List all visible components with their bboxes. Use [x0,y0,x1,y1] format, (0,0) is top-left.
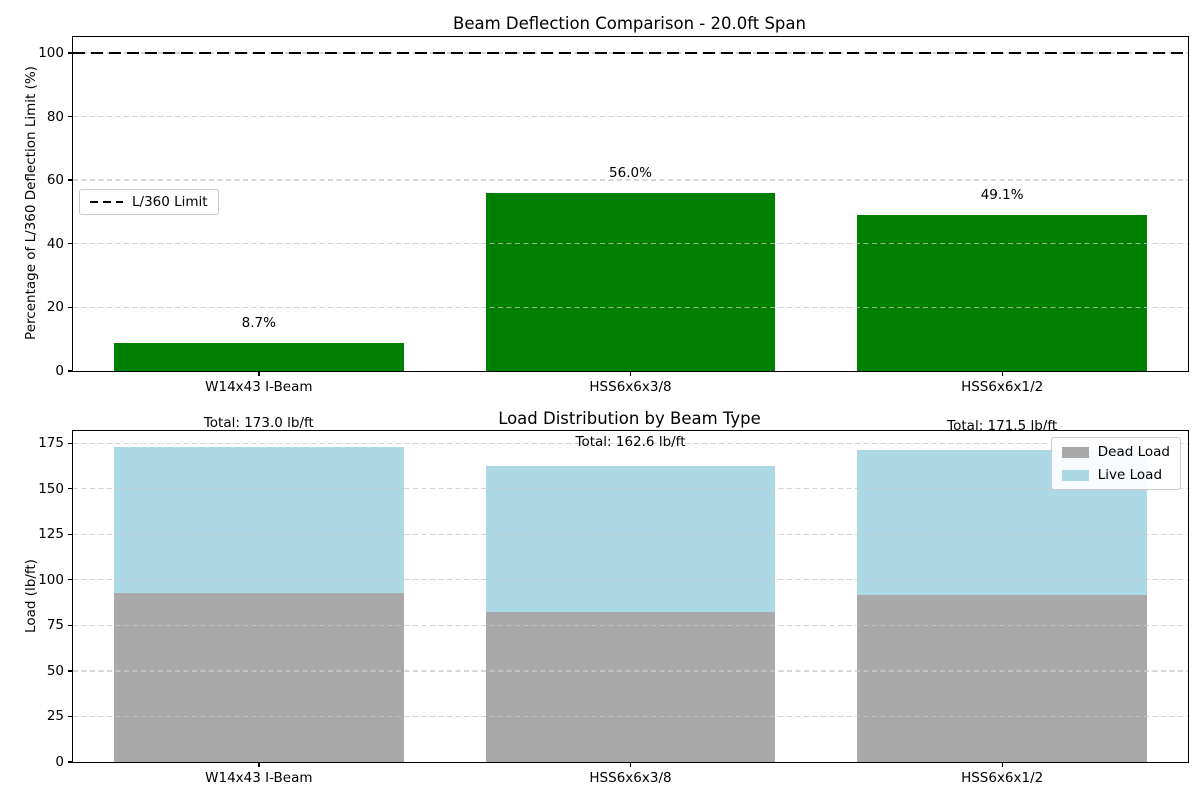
total-label: Total: 173.0 lb/ft [203,414,314,431]
bar [113,343,404,371]
y-tick [68,370,73,372]
gridline [73,306,1188,308]
x-tick [629,762,632,767]
deflection-y-axis-label: Percentage of L/360 Deflection Limit (%) [23,66,39,340]
y-tick-label: 50 [46,662,64,679]
y-tick [68,488,73,490]
x-tick [629,371,632,376]
x-tick [1001,371,1003,376]
y-tick-label: 0 [55,363,64,379]
total-label: Total: 171.5 lb/ft [947,417,1058,434]
legend-label: L/360 Limit [132,194,208,210]
bar-dead-load [113,592,404,762]
gridline [73,442,1188,444]
load-plot-area: Dead Load Live Load 0 25 50 75 100 125 150 175 W… [38,415,1189,786]
gridline [73,579,1188,581]
load-y-axis-label: Load (lb/ft) [23,559,39,633]
gridline [73,179,1188,181]
y-tick [68,52,73,54]
deflection-legend: L/360 Limit [79,189,219,215]
deflection-plot-area: L/360 Limit 0 20 40 60 80 100 W14x43 I-Beam 8.7… [38,36,1189,395]
y-tick [68,761,73,763]
x-tick-label: HSS6x6x3/8 [589,379,672,395]
deflection-chart-title: Beam Deflection Comparison - 20.0ft Span [453,14,806,33]
y-tick-label: 100 [38,44,64,61]
total-label: Total: 162.6 lb/ft [575,433,686,450]
gridline [73,715,1188,718]
bar-live-load [485,465,776,612]
gridline [73,670,1188,672]
y-tick-label: 25 [46,708,64,725]
legend-label: Live Load [1097,467,1163,483]
y-tick [68,624,73,626]
y-tick [68,115,73,118]
y-tick [68,670,73,672]
legend-entry-live-load: Live Load [1061,467,1170,483]
dashed-line-swatch [90,200,123,204]
y-tick-label: 20 [46,299,64,316]
bar [857,214,1148,371]
legend-label: Dead Load [1097,444,1170,460]
y-tick [68,715,73,718]
y-tick [68,533,73,535]
value-label: 49.1% [980,186,1024,203]
y-tick-label: 75 [46,617,64,634]
bar-live-load [113,446,404,593]
x-tick-label: W14x43 I-Beam [205,770,313,786]
y-tick-label: 0 [55,754,64,770]
load-chart-title: Load Distribution by Beam Type [498,409,761,428]
load-legend: Dead Load Live Load [1050,437,1181,490]
x-tick [258,371,260,376]
value-label: 56.0% [609,164,652,181]
bar-dead-load [857,595,1148,762]
y-tick [68,442,73,444]
y-tick-label: 60 [46,172,64,189]
x-tick-label: W14x43 I-Beam [205,379,313,395]
gridline [73,533,1188,535]
x-tick [258,762,260,767]
dead-load-swatch [1061,446,1089,458]
limit-line [73,51,1188,55]
bar [485,192,776,371]
y-tick [68,243,73,245]
y-tick [68,179,73,181]
gridline [73,243,1188,245]
x-tick [1001,762,1003,767]
value-label: 8.7% [241,315,276,332]
x-tick-label: HSS6x6x1/2 [961,770,1044,786]
x-tick-label: HSS6x6x1/2 [961,379,1044,395]
y-tick-label: 80 [46,108,64,125]
y-tick-label: 40 [46,235,64,252]
y-tick [68,579,73,581]
y-tick-label: 125 [38,526,64,543]
y-tick-label: 150 [38,480,64,497]
y-tick-label: 175 [38,435,64,452]
y-tick [68,306,73,308]
bar-dead-load [485,611,776,762]
legend-entry-dead-load: Dead Load [1061,444,1170,460]
live-load-swatch [1061,469,1089,481]
x-tick-label: HSS6x6x3/8 [589,770,672,786]
y-tick-label: 100 [38,571,64,588]
gridline [73,115,1188,118]
gridline [73,488,1188,490]
gridline [73,624,1188,626]
